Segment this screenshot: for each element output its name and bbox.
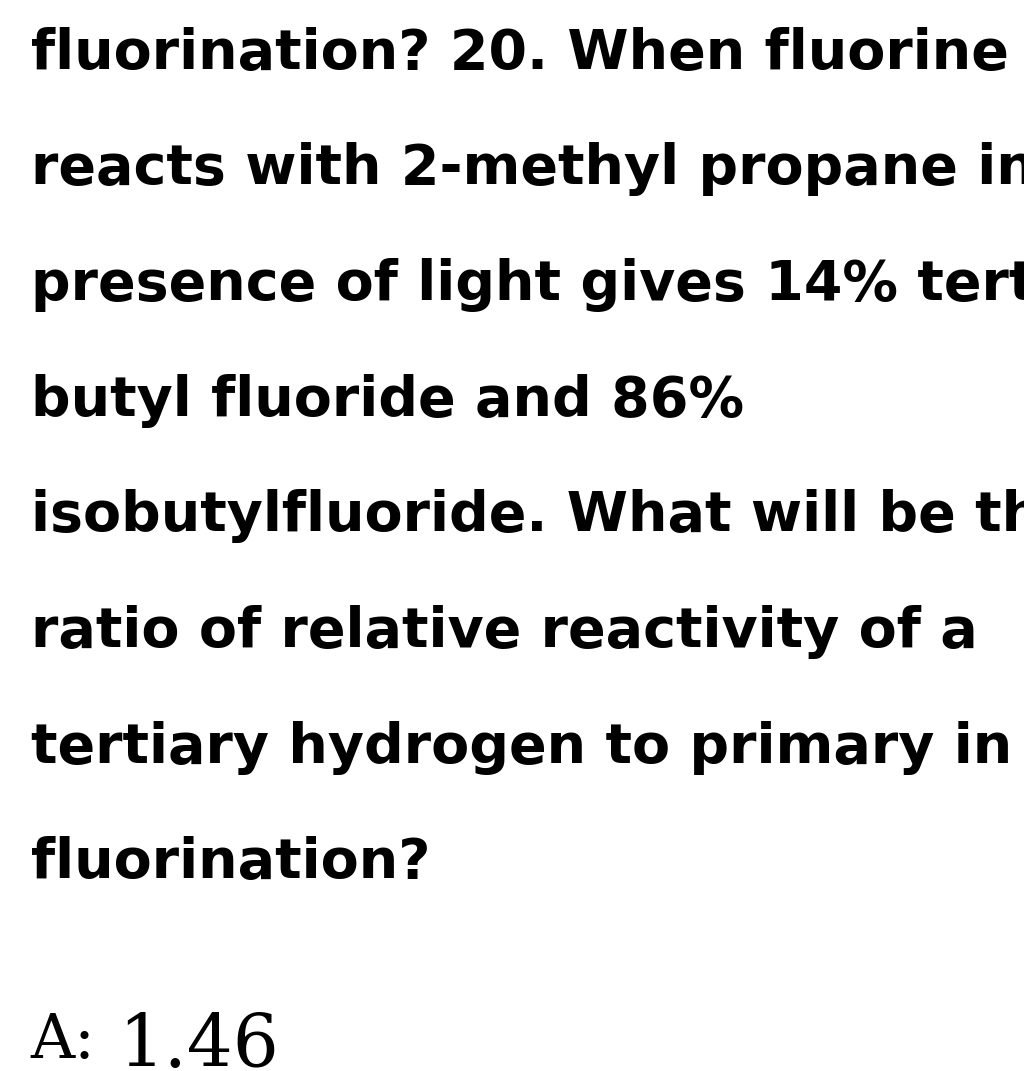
Text: 1.46: 1.46 (118, 1011, 279, 1071)
Text: presence of light gives 14% tert-: presence of light gives 14% tert- (31, 258, 1024, 312)
Text: butyl fluoride and 86%: butyl fluoride and 86% (31, 374, 743, 427)
Text: ratio of relative reactivity of a: ratio of relative reactivity of a (31, 605, 978, 659)
Text: fluorination? 20. When fluorine: fluorination? 20. When fluorine (31, 27, 1009, 80)
Text: fluorination?: fluorination? (31, 836, 430, 890)
Text: isobutylfluoride. What will be the: isobutylfluoride. What will be the (31, 489, 1024, 543)
Text: tertiary hydrogen to primary in: tertiary hydrogen to primary in (31, 721, 1012, 774)
Text: reacts with 2-methyl propane in: reacts with 2-methyl propane in (31, 142, 1024, 196)
Text: A:: A: (31, 1011, 95, 1071)
